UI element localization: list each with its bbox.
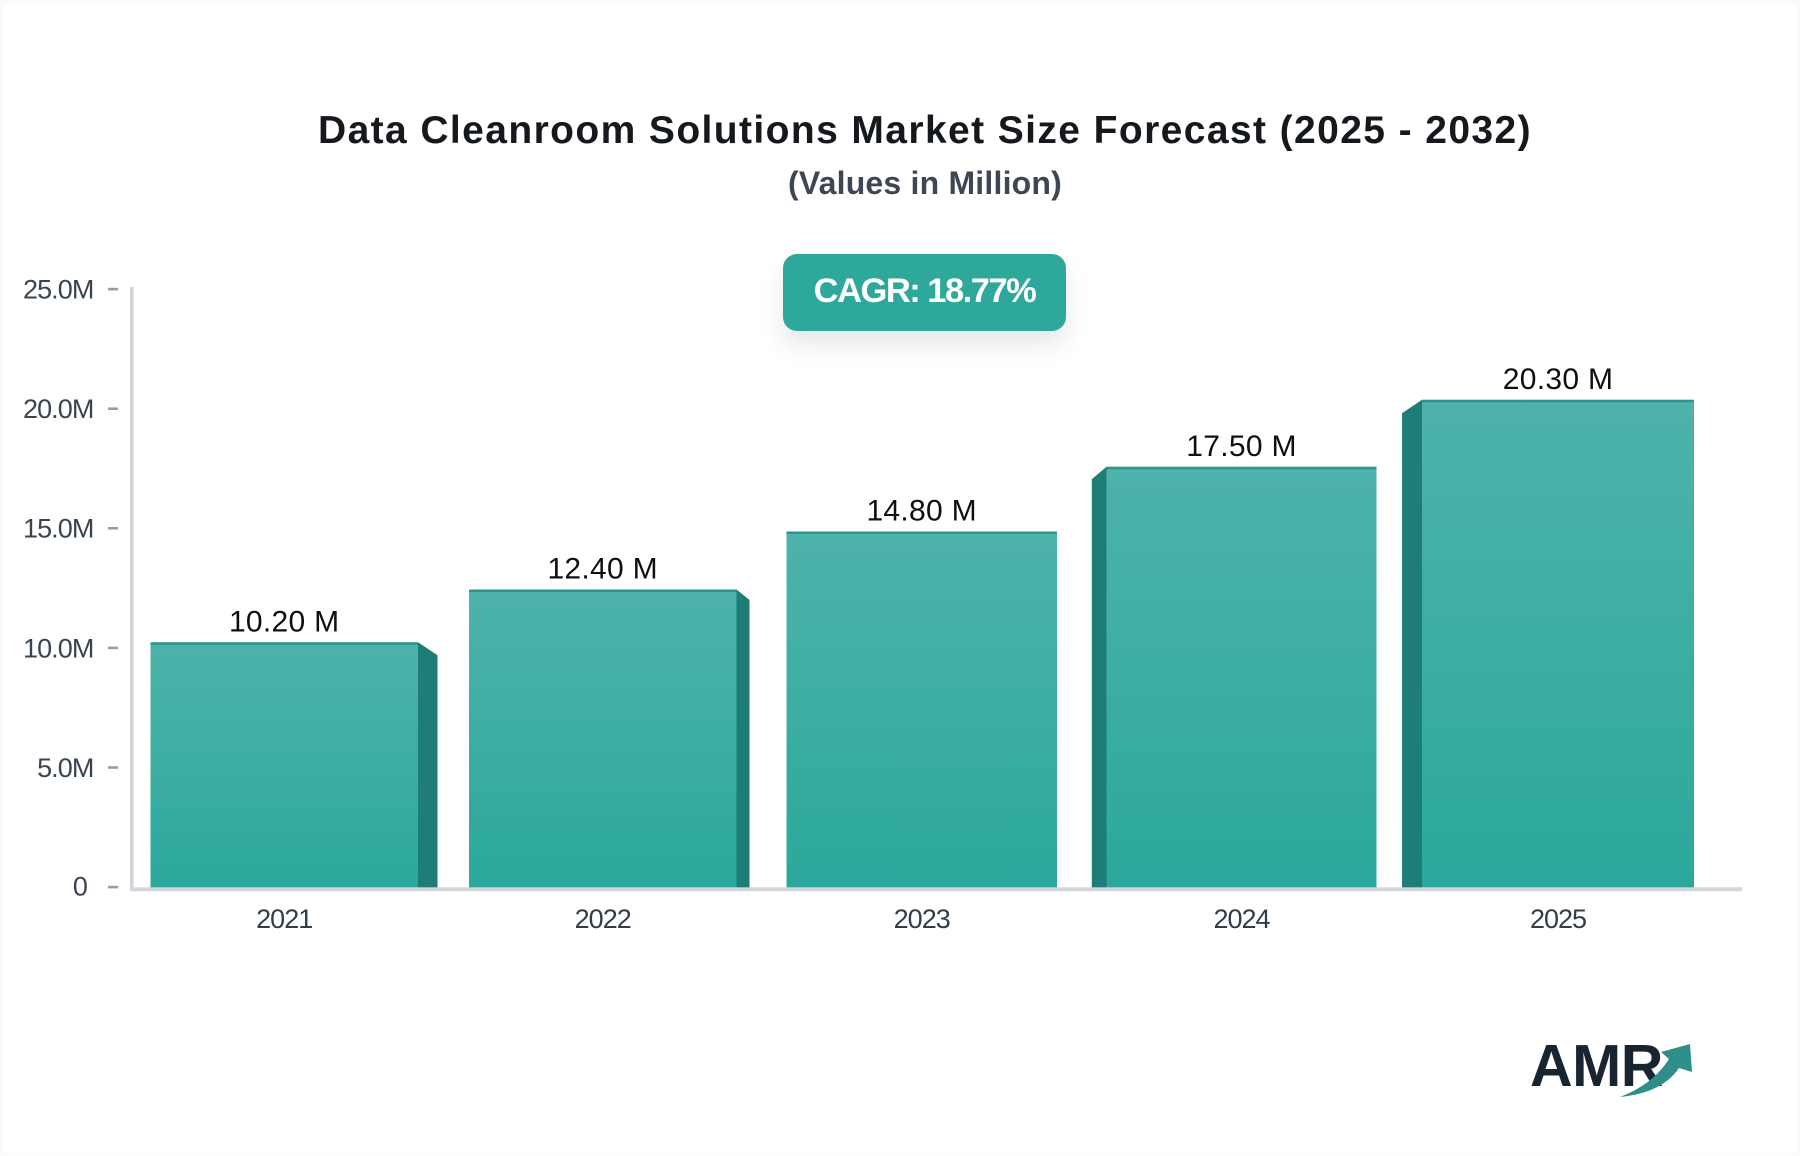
svg-text:2024: 2024 (1213, 904, 1270, 934)
svg-text:2021: 2021 (256, 904, 312, 934)
svg-text:10.0M: 10.0M (23, 633, 94, 663)
svg-text:2025: 2025 (1530, 904, 1586, 934)
svg-text:20.0M: 20.0M (23, 394, 94, 424)
svg-text:5.0M: 5.0M (37, 753, 93, 783)
svg-text:2022: 2022 (575, 904, 631, 934)
svg-text:15.0M: 15.0M (23, 514, 94, 544)
svg-text:0: 0 (73, 872, 87, 902)
svg-text:12.40 M: 12.40 M (547, 553, 658, 586)
svg-text:20.30 M: 20.30 M (1503, 363, 1614, 396)
svg-text:25.0M: 25.0M (23, 275, 94, 305)
svg-text:14.80 M: 14.80 M (866, 495, 977, 528)
svg-text:2023: 2023 (894, 904, 950, 934)
svg-text:10.20 M: 10.20 M (229, 605, 340, 638)
svg-text:17.50 M: 17.50 M (1186, 430, 1297, 463)
